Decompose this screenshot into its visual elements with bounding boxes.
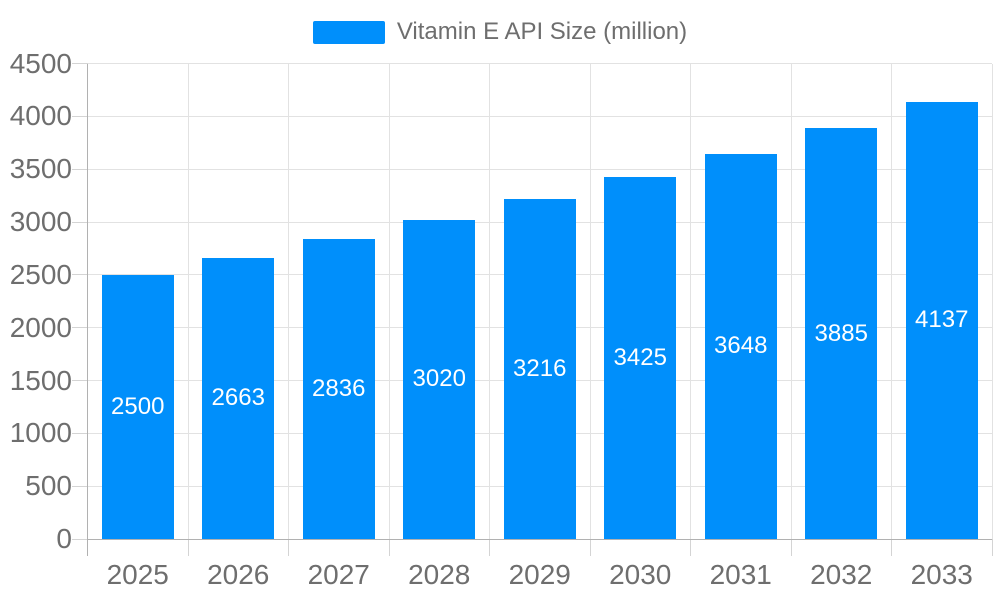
x-axis-tick-label: 2029 xyxy=(508,559,571,590)
bar-2033[interactable] xyxy=(905,101,978,539)
x-gridline xyxy=(489,63,490,539)
x-axis-tick-label: 2028 xyxy=(408,559,471,590)
x-gridline xyxy=(388,63,390,539)
x-tick-mark xyxy=(187,539,189,556)
y-gridline xyxy=(87,168,992,170)
y-tick-mark xyxy=(72,327,88,329)
x-axis-tick-label: 2031 xyxy=(709,559,772,590)
y-axis-tick-label: 3000 xyxy=(9,206,72,237)
x-gridline xyxy=(288,63,289,539)
bar-value-label: 2663 xyxy=(211,384,265,412)
bar-value-label: 2500 xyxy=(111,392,165,420)
bar-value-label: 3216 xyxy=(513,355,567,383)
y-axis-line xyxy=(87,63,88,556)
x-tick-mark xyxy=(690,539,691,556)
x-axis-line xyxy=(87,538,992,540)
y-tick-mark xyxy=(72,274,88,276)
y-axis-tick-label: 500 xyxy=(25,470,72,502)
bar-value-label: 3425 xyxy=(613,344,667,372)
y-tick-mark xyxy=(72,432,88,434)
y-gridline xyxy=(87,115,992,117)
y-axis-tick-label: 1500 xyxy=(9,364,72,396)
x-tick-mark xyxy=(790,539,792,556)
bar-value-label: 3648 xyxy=(714,332,768,360)
bar-value-label: 4137 xyxy=(915,306,969,334)
legend-label: Vitamin E API Size (million) xyxy=(396,18,688,45)
y-tick-mark xyxy=(72,485,88,487)
x-axis-tick-label: 2032 xyxy=(810,559,873,590)
y-axis-tick-label: 2000 xyxy=(9,311,72,343)
bar-2026[interactable] xyxy=(202,257,275,539)
y-axis-tick-label: 0 xyxy=(56,523,72,554)
x-gridline xyxy=(891,63,892,539)
y-tick-mark xyxy=(72,63,88,64)
x-axis-tick-label: 2027 xyxy=(307,559,370,590)
bar-2027[interactable] xyxy=(302,239,375,539)
x-axis-tick-label: 2025 xyxy=(106,559,169,590)
x-gridline xyxy=(589,63,591,539)
x-axis-tick-label: 2033 xyxy=(910,559,973,590)
bar-2030[interactable] xyxy=(604,177,677,539)
bar-value-label: 2836 xyxy=(312,375,366,403)
legend-swatch-icon xyxy=(312,20,385,44)
y-axis-tick-label: 2500 xyxy=(9,258,72,290)
x-tick-mark xyxy=(891,539,892,556)
legend-item[interactable]: Vitamin E API Size (million) xyxy=(0,18,1000,46)
x-gridline xyxy=(790,63,792,539)
x-gridline xyxy=(690,63,691,539)
bar-2028[interactable] xyxy=(403,219,476,539)
x-gridline xyxy=(187,63,189,539)
y-axis-tick-label: 1000 xyxy=(9,417,72,449)
y-axis-tick-label: 4500 xyxy=(9,47,72,79)
y-tick-mark xyxy=(72,538,88,540)
y-tick-mark xyxy=(72,115,88,117)
x-gridline xyxy=(991,63,993,539)
x-tick-mark xyxy=(991,539,993,556)
x-axis-tick-label: 2026 xyxy=(207,559,270,590)
bar-2029[interactable] xyxy=(503,199,576,539)
x-tick-mark xyxy=(388,539,390,556)
y-tick-mark xyxy=(72,221,88,223)
y-tick-mark xyxy=(72,380,88,381)
bar-2031[interactable] xyxy=(704,153,777,539)
bar-2025[interactable] xyxy=(101,274,174,539)
y-axis-tick-label: 3500 xyxy=(9,153,72,185)
x-tick-mark xyxy=(589,539,591,556)
y-gridline xyxy=(87,63,992,64)
bar-value-label: 3885 xyxy=(814,319,868,347)
x-tick-mark xyxy=(288,539,289,556)
x-axis-tick-label: 2030 xyxy=(609,559,672,590)
bar-value-label: 3020 xyxy=(412,365,466,393)
x-tick-mark xyxy=(489,539,490,556)
y-axis-tick-label: 4000 xyxy=(9,100,72,132)
bar-2032[interactable] xyxy=(805,128,878,539)
y-tick-mark xyxy=(72,168,88,170)
